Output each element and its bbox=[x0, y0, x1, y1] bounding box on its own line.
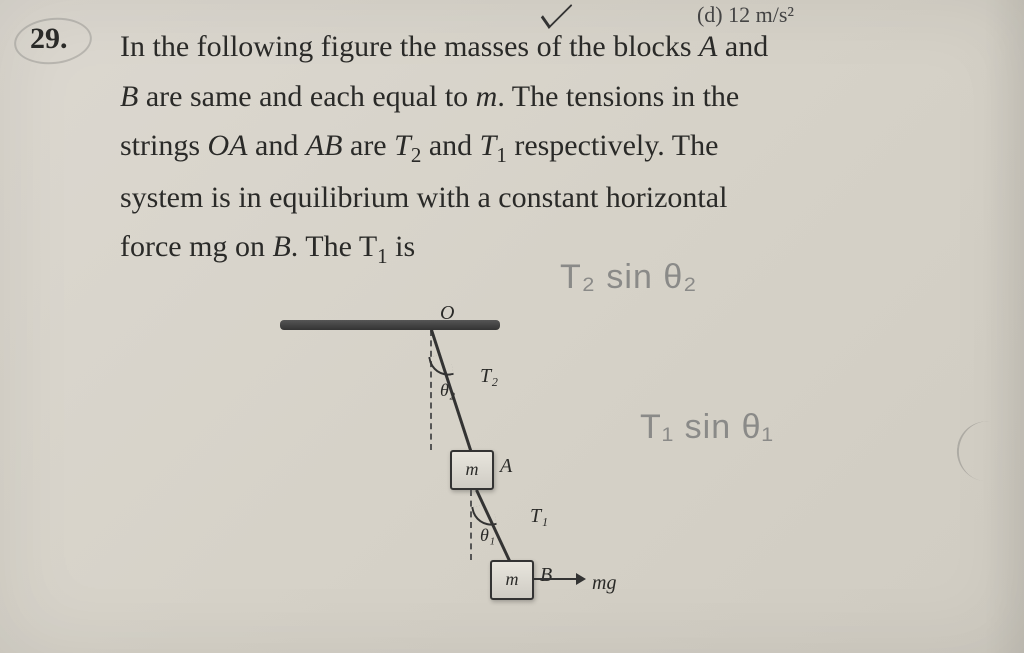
text: strings bbox=[120, 129, 208, 162]
text: In the following figure the masses of th… bbox=[120, 30, 699, 63]
var-m: m bbox=[476, 80, 498, 113]
point-O-label: O bbox=[440, 302, 454, 325]
sub-2: 2 bbox=[411, 143, 422, 167]
block-B-label: B bbox=[540, 564, 552, 587]
text: respectively. The bbox=[507, 129, 719, 162]
text: and bbox=[717, 30, 768, 63]
page: (d) 12 m/s² 29. In the following figure … bbox=[0, 0, 1024, 653]
var-T2: T bbox=[394, 129, 411, 162]
text: system is in equilibrium with a constant… bbox=[120, 181, 727, 214]
page-shadow bbox=[984, 0, 1024, 653]
var-B2: B bbox=[272, 230, 290, 263]
T2-label: T₂ bbox=[480, 365, 498, 388]
T1-label: T₁ bbox=[530, 505, 548, 528]
physics-diagram: O θ₂ T₂ m A θ₁ T₁ m B mg bbox=[280, 300, 630, 640]
theta1-label: θ₁ bbox=[480, 525, 495, 546]
sub-1: 1 bbox=[496, 143, 507, 167]
var-B: B bbox=[120, 80, 138, 113]
angle-arc-theta2 bbox=[428, 353, 453, 378]
question-number: 29. bbox=[30, 22, 68, 56]
handwritten-note-1: T₂ sin θ₂ bbox=[560, 258, 697, 297]
var-A: A bbox=[699, 30, 717, 63]
ceiling-bar bbox=[280, 320, 500, 330]
text: are bbox=[343, 129, 395, 162]
var-AB: AB bbox=[306, 129, 343, 162]
question-text: In the following figure the masses of th… bbox=[120, 22, 984, 274]
var-T1: T bbox=[480, 129, 497, 162]
vertical-dashed-2 bbox=[470, 490, 472, 560]
sub-1b: 1 bbox=[377, 244, 388, 268]
text: and bbox=[421, 129, 479, 162]
text: force mg on bbox=[120, 230, 272, 263]
theta2-label: θ₂ bbox=[440, 380, 455, 401]
page-curl-mark bbox=[953, 417, 1003, 482]
block-B: m bbox=[490, 560, 534, 600]
block-A: m bbox=[450, 450, 494, 490]
text: are same and each equal to bbox=[138, 80, 475, 113]
force-mg-label: mg bbox=[592, 572, 616, 595]
text: . The tensions in the bbox=[497, 80, 739, 113]
var-OA: OA bbox=[208, 129, 248, 162]
text: is bbox=[388, 230, 416, 263]
text: and bbox=[248, 129, 306, 162]
handwritten-note-2: T₁ sin θ₁ bbox=[640, 408, 774, 447]
block-A-label: A bbox=[500, 455, 512, 478]
force-arrow bbox=[534, 578, 584, 580]
vertical-dashed-1 bbox=[430, 330, 432, 450]
text: . The T bbox=[291, 230, 377, 263]
